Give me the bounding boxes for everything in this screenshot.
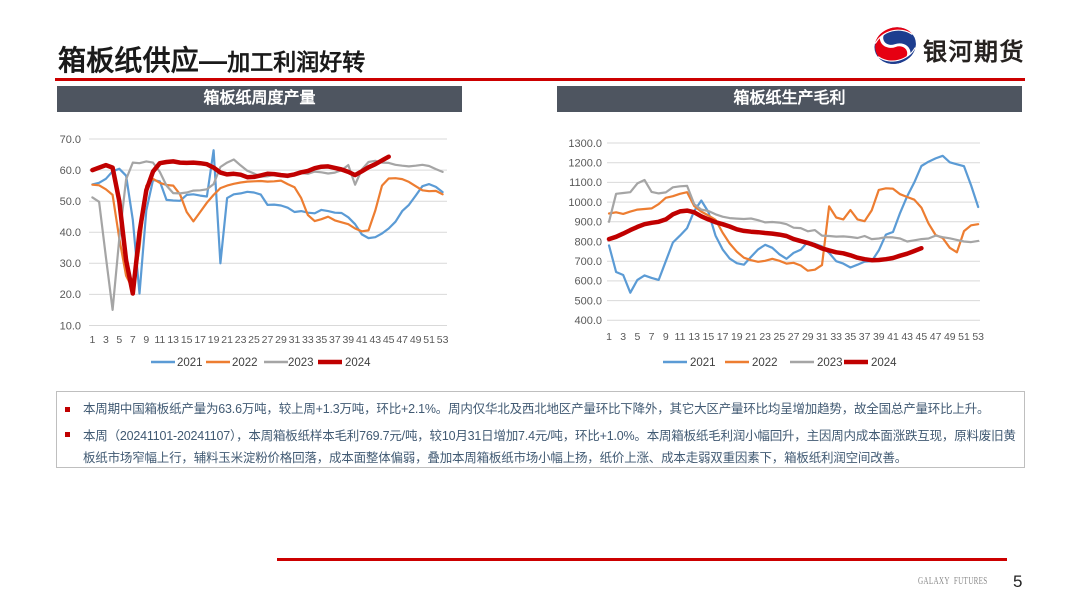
svg-text:39: 39 (342, 334, 354, 346)
svg-text:900.0: 900.0 (574, 217, 602, 229)
svg-text:25: 25 (248, 334, 260, 346)
svg-text:17: 17 (194, 334, 206, 346)
svg-text:27: 27 (262, 334, 274, 346)
svg-text:49: 49 (410, 334, 422, 346)
svg-text:45: 45 (383, 334, 395, 346)
svg-text:600.0: 600.0 (574, 276, 602, 288)
svg-text:2021: 2021 (690, 357, 716, 369)
svg-text:7: 7 (649, 331, 655, 343)
svg-text:10.0: 10.0 (60, 320, 81, 332)
svg-text:5: 5 (634, 331, 640, 343)
svg-text:13: 13 (688, 331, 700, 343)
svg-text:35: 35 (845, 331, 857, 343)
svg-text:2024: 2024 (345, 357, 371, 369)
svg-text:31: 31 (289, 334, 301, 346)
svg-text:51: 51 (423, 334, 435, 346)
svg-text:9: 9 (663, 331, 669, 343)
svg-text:29: 29 (275, 334, 287, 346)
svg-text:30.0: 30.0 (60, 258, 81, 270)
svg-text:400.0: 400.0 (574, 315, 602, 327)
svg-text:39: 39 (873, 331, 885, 343)
svg-text:9: 9 (143, 334, 149, 346)
svg-text:23: 23 (759, 331, 771, 343)
svg-text:2023: 2023 (817, 357, 843, 369)
svg-text:51: 51 (958, 331, 970, 343)
svg-text:53: 53 (437, 334, 449, 346)
svg-text:21: 21 (745, 331, 757, 343)
svg-text:2022: 2022 (752, 357, 778, 369)
svg-text:33: 33 (302, 334, 314, 346)
svg-text:800.0: 800.0 (574, 236, 602, 248)
svg-text:1000.0: 1000.0 (568, 197, 602, 209)
svg-text:1: 1 (89, 334, 95, 346)
svg-text:60.0: 60.0 (60, 165, 81, 177)
svg-text:5: 5 (116, 334, 122, 346)
svg-text:1300.0: 1300.0 (568, 138, 602, 150)
svg-text:53: 53 (972, 331, 984, 343)
svg-text:15: 15 (703, 331, 715, 343)
svg-text:40.0: 40.0 (60, 227, 81, 239)
svg-text:700.0: 700.0 (574, 256, 602, 268)
svg-text:33: 33 (830, 331, 842, 343)
svg-text:1200.0: 1200.0 (568, 158, 602, 170)
svg-text:47: 47 (930, 331, 942, 343)
svg-text:27: 27 (788, 331, 800, 343)
svg-text:19: 19 (208, 334, 220, 346)
svg-text:19: 19 (731, 331, 743, 343)
svg-text:17: 17 (717, 331, 729, 343)
svg-text:49: 49 (944, 331, 956, 343)
svg-text:500.0: 500.0 (574, 295, 602, 307)
svg-text:13: 13 (167, 334, 179, 346)
svg-text:37: 37 (859, 331, 871, 343)
svg-text:41: 41 (356, 334, 368, 346)
svg-text:3: 3 (103, 334, 109, 346)
svg-text:11: 11 (154, 334, 165, 346)
svg-text:23: 23 (235, 334, 247, 346)
svg-text:43: 43 (369, 334, 381, 346)
svg-text:25: 25 (774, 331, 786, 343)
svg-text:2022: 2022 (232, 357, 258, 369)
svg-text:1: 1 (606, 331, 612, 343)
svg-text:2024: 2024 (871, 357, 897, 369)
svg-text:2023: 2023 (288, 357, 314, 369)
svg-text:21: 21 (221, 334, 233, 346)
svg-text:7: 7 (130, 334, 136, 346)
svg-text:70.0: 70.0 (60, 134, 81, 146)
svg-text:43: 43 (901, 331, 913, 343)
svg-text:45: 45 (916, 331, 928, 343)
svg-text:1100.0: 1100.0 (569, 177, 602, 189)
svg-text:15: 15 (181, 334, 193, 346)
svg-text:20.0: 20.0 (60, 289, 81, 301)
svg-text:31: 31 (816, 331, 828, 343)
svg-text:35: 35 (316, 334, 328, 346)
svg-text:29: 29 (802, 331, 814, 343)
svg-text:37: 37 (329, 334, 341, 346)
svg-text:47: 47 (396, 334, 408, 346)
svg-text:41: 41 (887, 331, 899, 343)
svg-text:50.0: 50.0 (60, 196, 81, 208)
svg-text:2021: 2021 (177, 357, 203, 369)
svg-text:11: 11 (675, 331, 686, 343)
svg-text:3: 3 (620, 331, 626, 343)
